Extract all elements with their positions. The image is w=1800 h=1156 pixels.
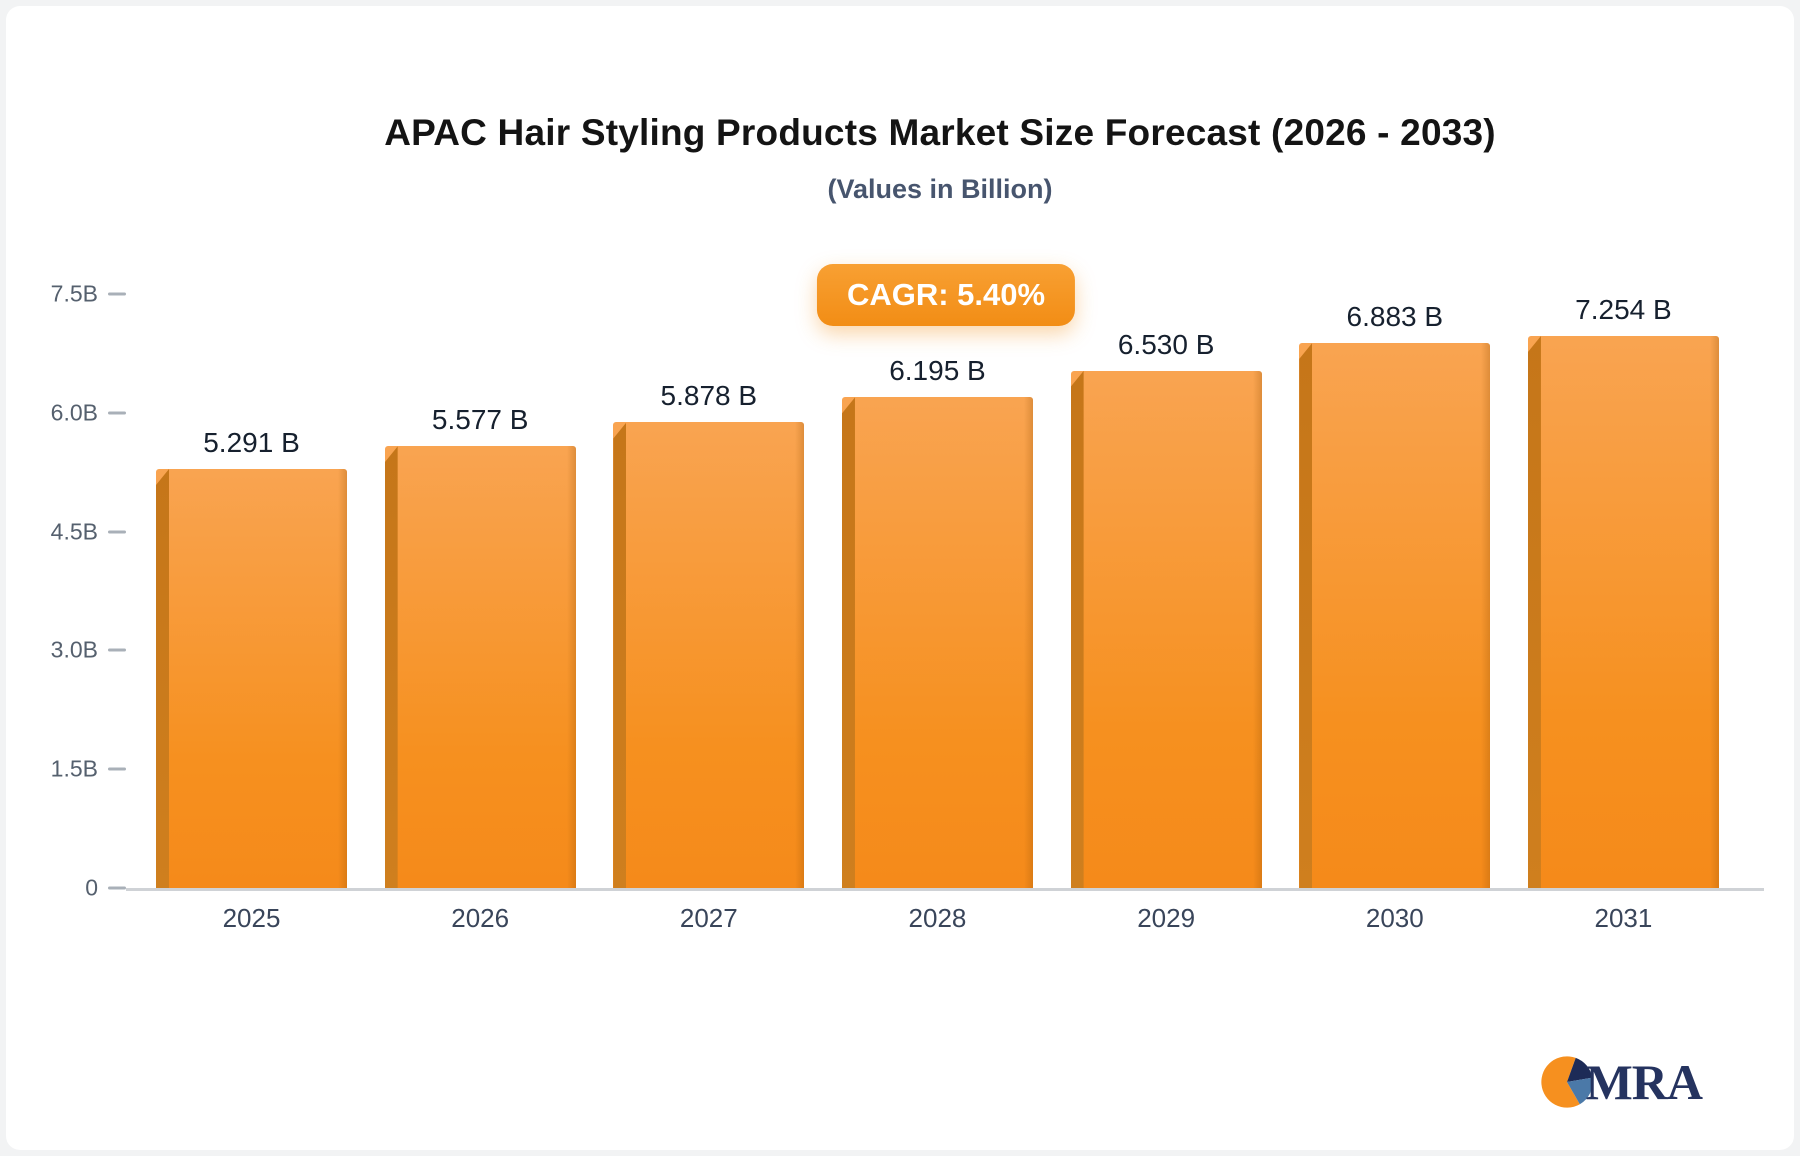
y-axis-tick: 1.5B [36,756,126,783]
bar-group: 7.254 B 2031 [1527,294,1719,933]
bar-group: 5.291 B 2025 [156,294,347,933]
chart-card: APAC Hair Styling Products Market Size F… [6,6,1794,1150]
bar-group: 5.878 B 2027 [613,294,805,933]
y-axis-tick-mark [108,648,126,652]
bar-group: 6.530 B 2029 [1070,294,1262,933]
y-axis-tick: 4.5B [36,518,126,545]
chart-subtitle: (Values in Billion) [827,174,1053,204]
x-axis-category-label: 2029 [1137,903,1196,933]
y-axis-tick: 6.0B [36,399,126,426]
plot-area: 5.291 B 2025 5.577 B 2026 5.878 B 2027 6.195 B… [51,281,1764,933]
bar-value-label: 5.878 B [660,380,758,412]
y-axis-tick-mark [108,411,126,415]
bar [841,397,1033,888]
bar [1527,336,1719,888]
x-axis-category-label: 2028 [908,903,967,933]
x-axis-category-label: 2026 [451,903,510,933]
bar-value-label: 6.883 B [1346,300,1444,332]
bar-value-label: 6.530 B [1117,328,1215,360]
y-axis-tick-mark [108,292,126,296]
y-axis-tick: 7.5B [36,281,126,308]
y-axis-tick-label: 4.5B [50,518,98,545]
x-axis-category-label: 2031 [1594,903,1653,933]
y-axis-tick-mark [108,530,126,534]
cagr-badge: CAGR: 5.40% [816,264,1076,326]
y-axis-tick-label: 0 [85,874,98,901]
y-axis-tick-label: 7.5B [50,280,98,307]
x-axis-category-label: 2030 [1365,903,1424,933]
brand-logo-text: MRA [1585,1054,1703,1110]
y-axis-tick-mark [108,886,126,890]
x-axis-category-label: 2027 [679,903,738,933]
bar [156,468,347,889]
bar [1070,370,1262,889]
brand-logo: MRA [1539,1054,1703,1110]
bars-container: 5.291 B 2025 5.577 B 2026 5.878 B 2027 6.195 B… [126,294,1764,933]
y-axis-tick: 3.0B [36,637,126,664]
bar-group: 5.577 B 2026 [384,294,576,933]
x-axis-category-label: 2025 [222,903,281,933]
y-axis-tick-label: 6.0B [50,399,98,426]
bar-value-label: 6.195 B [889,355,986,387]
y-axis-tick-mark [108,767,126,771]
bar-value-label: 5.291 B [203,426,300,458]
y-axis-tick-label: 3.0B [50,636,98,663]
bar [1299,342,1491,889]
bar-group: 6.883 B 2030 [1299,294,1491,933]
bar [384,446,576,888]
bar-group: 6.195 B 2028 [841,294,1033,933]
bar [613,422,805,888]
y-axis-tick-label: 1.5B [50,755,98,782]
y-axis-tick: 0 [36,875,126,902]
chart-title: APAC Hair Styling Products Market Size F… [384,112,1496,153]
bar-value-label: 7.254 B [1575,294,1672,325]
bar-value-label: 5.577 B [431,404,529,436]
pie-chart-logo-icon [1539,1054,1595,1110]
